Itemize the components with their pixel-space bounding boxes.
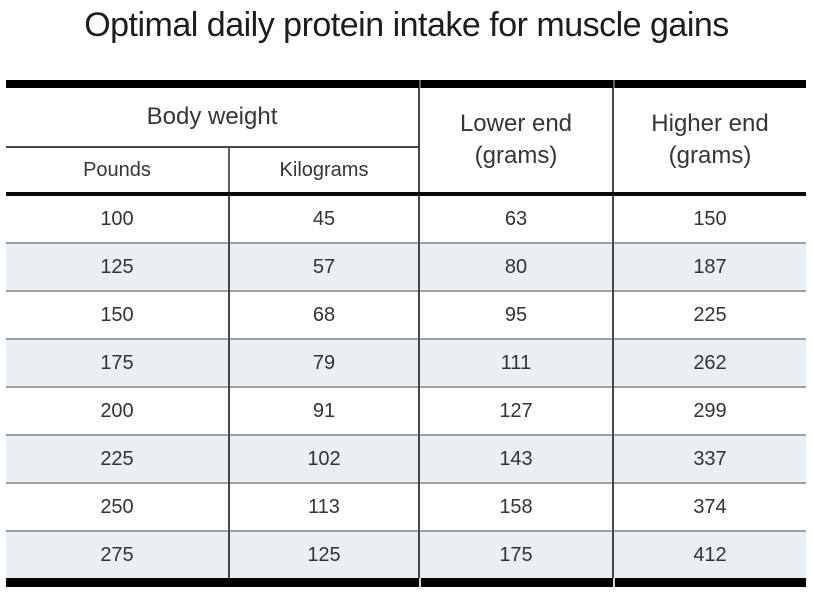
cell-lower-end: 95: [418, 290, 613, 339]
cell-kilograms: 113: [228, 482, 419, 531]
cell-pounds: 200: [6, 386, 229, 435]
page-title: Optimal daily protein intake for muscle …: [84, 6, 729, 44]
table-row: 275 125 175 412: [6, 530, 806, 578]
cell-lower-end: 143: [418, 434, 613, 483]
table-row: 100 45 63 150: [6, 194, 806, 243]
cell-lower-end: 63: [418, 194, 613, 243]
lower-end-line2: (grams): [474, 142, 558, 169]
protein-intake-table-wrap: Body weight Lower end (grams) Higher end…: [6, 80, 806, 587]
cell-kilograms: 91: [228, 386, 419, 435]
cell-pounds: 225: [6, 434, 229, 483]
table-bottom-border: [6, 578, 806, 587]
header-row-units: Pounds Kilograms: [6, 147, 806, 196]
cell-kilograms: 79: [228, 338, 419, 387]
table-row: 175 79 111 262: [6, 338, 806, 387]
cell-pounds: 125: [6, 242, 229, 291]
cell-kilograms: 68: [228, 290, 419, 339]
cell-kilograms: 125: [228, 530, 419, 578]
cell-kilograms: 45: [228, 194, 419, 243]
top-border-slit-left: [419, 80, 421, 88]
header-row-group: Body weight Lower end (grams) Higher end…: [6, 88, 806, 196]
cell-higher-end: 187: [612, 242, 806, 291]
table-row: 200 91 127 299: [6, 386, 806, 435]
table-row: 150 68 95 225: [6, 290, 806, 339]
table-row: 125 57 80 187: [6, 242, 806, 291]
higher-end-line1: Higher end: [651, 109, 769, 137]
table-top-border: [6, 80, 806, 88]
cell-kilograms: 57: [228, 242, 419, 291]
cell-lower-end: 111: [418, 338, 613, 387]
cell-lower-end: 175: [418, 530, 613, 578]
table-row: 250 113 158 374: [6, 482, 806, 531]
column-header-kilograms: Kilograms: [228, 147, 419, 196]
cell-higher-end: 337: [612, 434, 806, 483]
cell-higher-end: 374: [612, 482, 806, 531]
cell-lower-end: 158: [418, 482, 613, 531]
table-header: Body weight Lower end (grams) Higher end…: [6, 88, 806, 196]
table-row: 225 102 143 337: [6, 434, 806, 483]
cell-pounds: 100: [6, 194, 229, 243]
cell-higher-end: 262: [612, 338, 806, 387]
cell-higher-end: 150: [612, 194, 806, 243]
cell-pounds: 250: [6, 482, 229, 531]
cell-kilograms: 102: [228, 434, 419, 483]
cell-higher-end: 299: [612, 386, 806, 435]
top-border-slit-right: [613, 80, 615, 88]
column-header-pounds: Pounds: [6, 147, 229, 196]
column-header-body-weight: Body weight: [6, 88, 419, 148]
cell-lower-end: 127: [418, 386, 613, 435]
protein-intake-table: Body weight Lower end (grams) Higher end…: [6, 88, 806, 578]
cell-higher-end: 412: [612, 530, 806, 578]
bottom-border-slit-right: [613, 578, 615, 587]
column-header-higher-end: Higher end (grams): [612, 88, 806, 196]
higher-end-line2: (grams): [668, 142, 752, 169]
table-body: 100 45 63 150 125 57 80 187 150 68 95 22…: [6, 194, 806, 578]
column-header-lower-end: Lower end (grams): [418, 88, 613, 196]
cell-pounds: 150: [6, 290, 229, 339]
lower-end-line1: Lower end: [459, 109, 573, 137]
cell-higher-end: 225: [612, 290, 806, 339]
cell-pounds: 175: [6, 338, 229, 387]
bottom-border-slit-left: [419, 578, 421, 587]
cell-pounds: 275: [6, 530, 229, 578]
cell-lower-end: 80: [418, 242, 613, 291]
